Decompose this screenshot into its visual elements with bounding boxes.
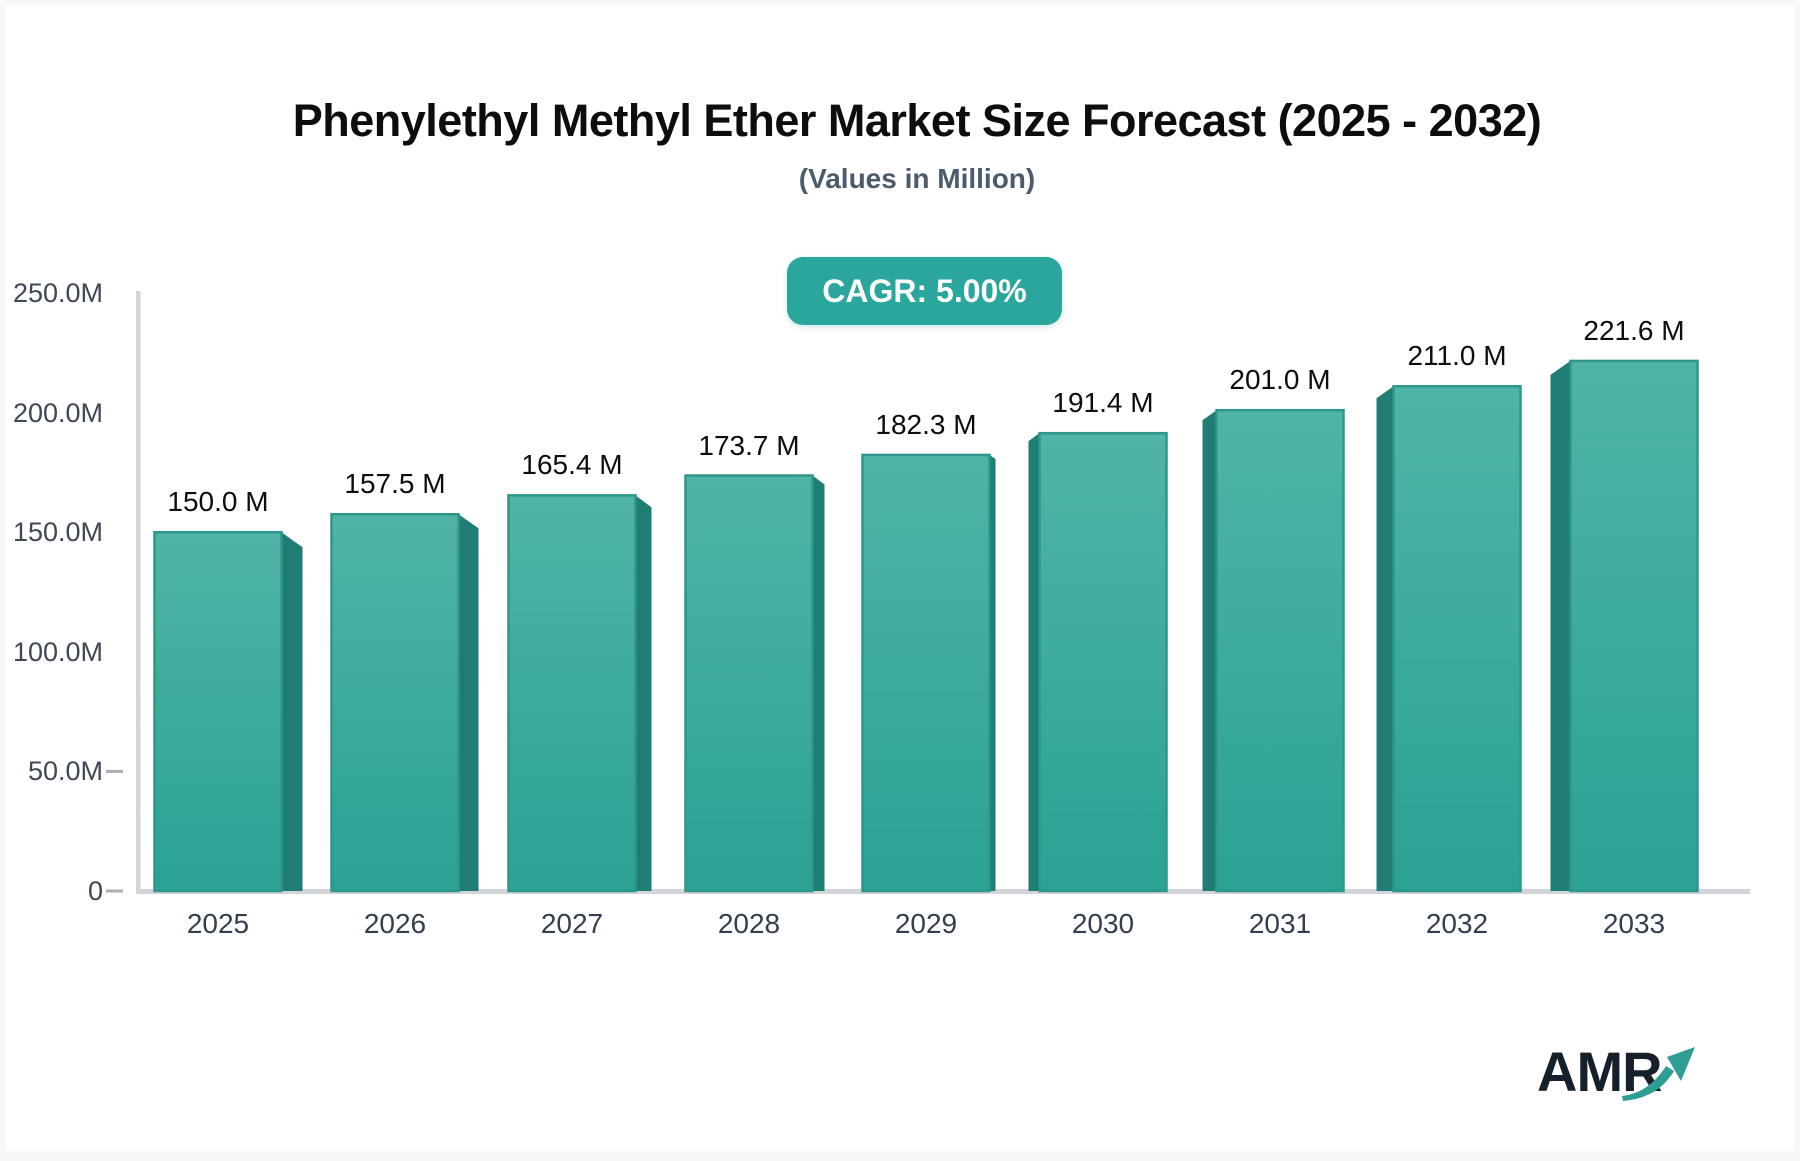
bar-value-label: 211.0 M	[1407, 340, 1507, 372]
x-tick-label: 2029	[894, 908, 958, 939]
bar-value-label: 165.4 M	[521, 449, 623, 481]
y-tick-label: 250.0M	[12, 278, 103, 308]
bar	[507, 494, 637, 893]
x-tick-label: 2031	[1248, 908, 1312, 939]
bar-side-face	[1028, 433, 1040, 891]
bar-chart-plot-area: 250.0M 200.0M 150.0M 100.0M 50.0M 0 150.0 M 202…	[5, 5, 1800, 1161]
bar-side-face	[1202, 410, 1217, 891]
chart-subtitle: (Values in Million)	[798, 163, 1036, 194]
y-tick-label: 100.0M	[12, 636, 103, 667]
bar-side-face	[635, 495, 652, 891]
bar-value-label: 201.0 M	[1229, 364, 1331, 396]
x-tick-label: 2033	[1602, 908, 1666, 939]
y-tick-label: 150.0M	[12, 517, 103, 548]
x-tick-label: 2032	[1425, 908, 1489, 939]
chart-card: Phenylethyl Methyl Ether Market Size For…	[5, 5, 1795, 1151]
x-tick-label: 2028	[717, 908, 781, 939]
y-axis-line	[136, 291, 141, 893]
x-tick-label: 2025	[186, 908, 250, 939]
bar-value-label: 221.6 M	[1583, 314, 1685, 346]
amr-logo-arrow-icon	[1622, 1047, 1695, 1101]
bar-value-label: 182.3 M	[875, 408, 977, 440]
y-tick-mark	[106, 769, 123, 773]
bar	[684, 474, 814, 893]
y-tick-label: 0	[87, 876, 103, 906]
bar-value-label: 173.7 M	[698, 429, 800, 461]
bar	[861, 453, 991, 893]
bar-side-face	[1376, 386, 1394, 891]
amr-logo: AMR	[1537, 1039, 1713, 1107]
y-tick-label: 50.0M	[27, 756, 103, 787]
bar	[1569, 359, 1699, 893]
x-tick-label: 2030	[1071, 908, 1135, 939]
bar-side-face	[812, 475, 825, 891]
bar	[330, 513, 460, 893]
bar-value-label: 191.4 M	[1052, 387, 1154, 419]
bars-layer	[153, 359, 1699, 893]
y-tick-mark	[106, 889, 123, 893]
y-tick-label: 200.0M	[12, 397, 103, 428]
x-tick-label: 2027	[540, 908, 604, 939]
x-tick-label: 2026	[363, 908, 427, 939]
bar	[1392, 385, 1522, 893]
chart-title: Phenylethyl Methyl Ether Market Size For…	[292, 95, 1542, 146]
bar	[1038, 431, 1168, 893]
bar	[1215, 408, 1345, 893]
bar-chart-canvas	[106, 291, 1750, 894]
bar	[153, 530, 283, 893]
bar-value-label: 157.5 M	[344, 468, 446, 500]
bar-side-face	[458, 514, 479, 891]
bar-side-face	[1550, 360, 1571, 891]
cagr-badge: CAGR: 5.00%	[787, 257, 1062, 325]
bar-side-face	[281, 532, 303, 891]
bar-side-face	[989, 454, 996, 891]
bar-value-label: 150.0 M	[167, 486, 269, 518]
